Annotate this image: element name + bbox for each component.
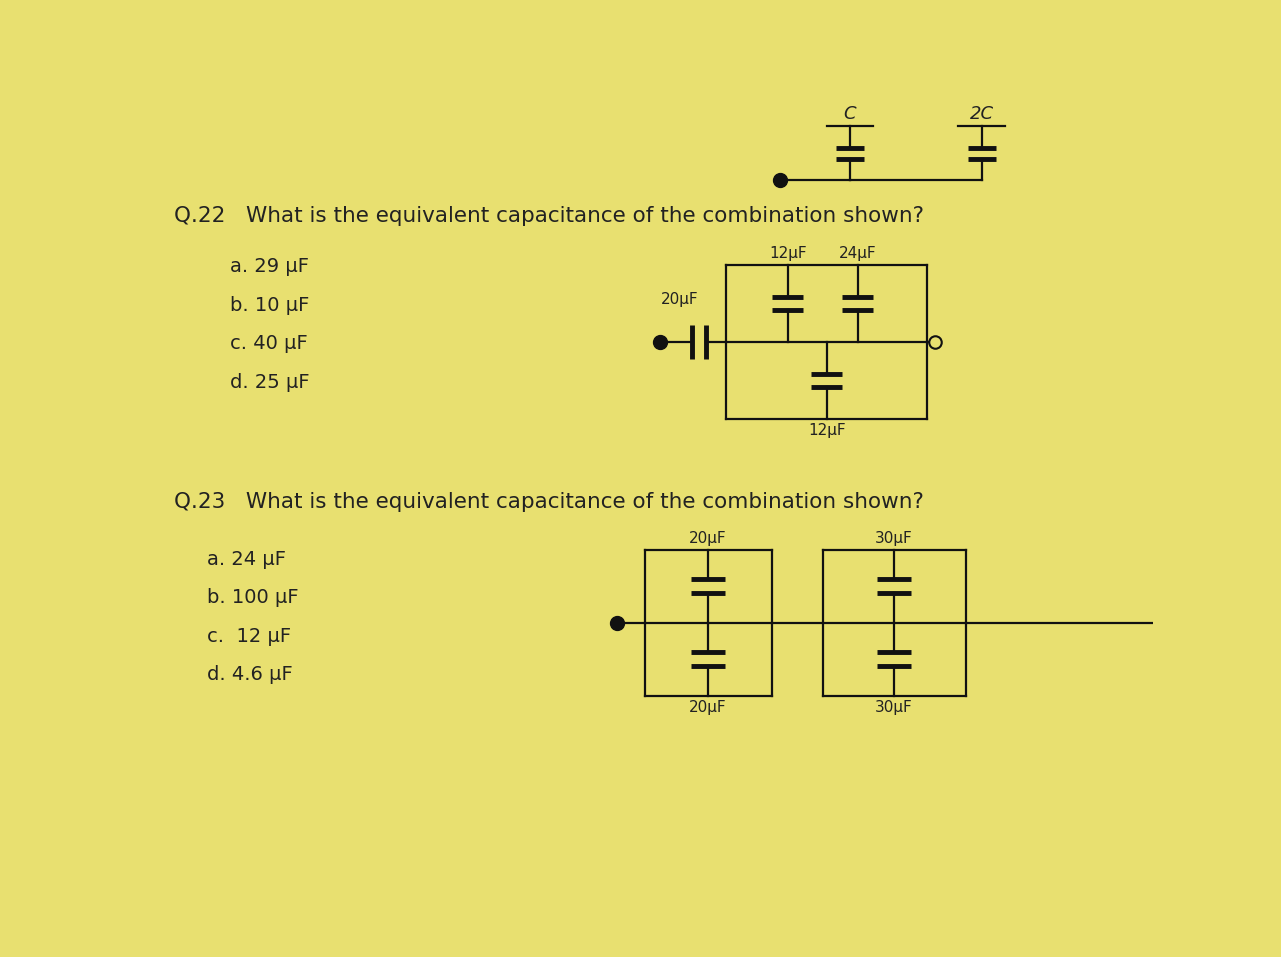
Text: 20μF: 20μF: [689, 531, 726, 546]
Text: C: C: [844, 105, 856, 123]
Text: d. 25 μF: d. 25 μF: [229, 373, 310, 391]
Text: 12μF: 12μF: [808, 423, 845, 438]
Text: b. 100 μF: b. 100 μF: [206, 589, 298, 608]
Text: b. 10 μF: b. 10 μF: [229, 296, 309, 315]
Text: Q.22   What is the equivalent capacitance of the combination shown?: Q.22 What is the equivalent capacitance …: [174, 206, 924, 226]
Text: 24μF: 24μF: [839, 246, 876, 261]
Text: 30μF: 30μF: [875, 531, 913, 546]
Text: d. 4.6 μF: d. 4.6 μF: [206, 665, 292, 684]
Text: c.  12 μF: c. 12 μF: [206, 627, 291, 646]
Text: a. 29 μF: a. 29 μF: [229, 257, 309, 277]
Text: 20μF: 20μF: [689, 700, 726, 715]
Text: c. 40 μF: c. 40 μF: [229, 334, 307, 353]
Text: 20μF: 20μF: [661, 292, 698, 307]
Text: 30μF: 30μF: [875, 700, 913, 715]
Text: a. 24 μF: a. 24 μF: [206, 550, 286, 568]
Text: 2C: 2C: [970, 105, 994, 123]
Text: 12μF: 12μF: [769, 246, 807, 261]
Text: Q.23   What is the equivalent capacitance of the combination shown?: Q.23 What is the equivalent capacitance …: [174, 492, 924, 512]
